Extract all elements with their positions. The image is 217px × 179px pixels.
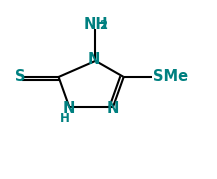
- Text: NH: NH: [84, 17, 108, 32]
- Text: SMe: SMe: [153, 69, 188, 84]
- Text: H: H: [60, 112, 70, 125]
- Text: N: N: [62, 101, 75, 116]
- Text: 2: 2: [99, 20, 107, 32]
- Text: S: S: [15, 69, 26, 84]
- Text: N: N: [107, 101, 120, 116]
- Text: N: N: [87, 52, 100, 67]
